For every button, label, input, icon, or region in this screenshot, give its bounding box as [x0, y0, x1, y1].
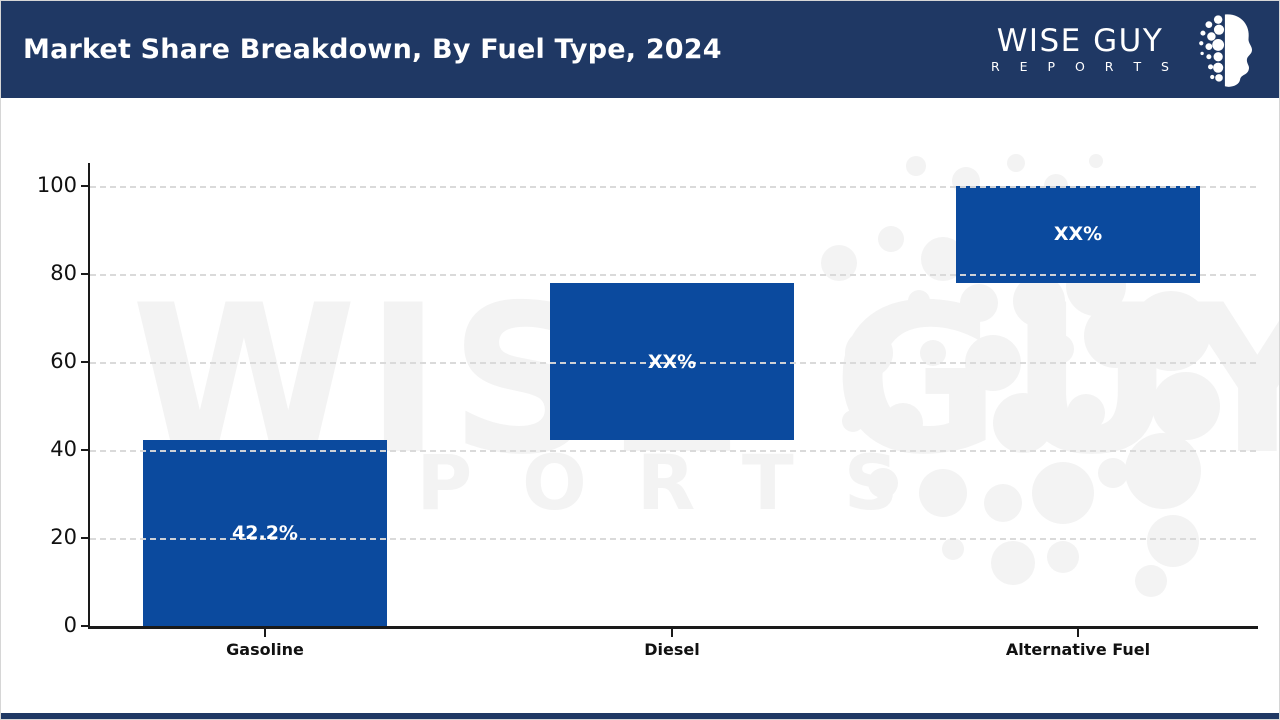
- x-axis-line: [88, 626, 1258, 629]
- y-tick-mark: [81, 185, 89, 187]
- footer-strip: [1, 713, 1279, 719]
- x-tick-label-alternative-fuel: Alternative Fuel: [1005, 640, 1151, 659]
- bar-diesel: [550, 282, 794, 441]
- y-tick-label-40: 40: [50, 437, 77, 461]
- gridline-80: [90, 274, 1256, 276]
- y-tick-mark: [81, 361, 89, 363]
- bar-gasoline: [143, 440, 387, 626]
- x-tick-mark: [264, 629, 266, 637]
- x-tick-label-diesel: Diesel: [644, 640, 700, 659]
- logo-head-icon: [1199, 13, 1253, 87]
- y-tick-label-20: 20: [50, 525, 77, 549]
- y-tick-mark: [81, 537, 89, 539]
- gridline-100: [90, 186, 1256, 188]
- value-label-gasoline: 42.2%: [232, 522, 298, 545]
- gridline-40: [90, 450, 1256, 452]
- y-tick-mark: [81, 449, 89, 451]
- x-tick-label-gasoline: Gasoline: [226, 640, 304, 659]
- wise-guy-logo: WISE GUY R E P O R T S: [983, 8, 1257, 92]
- gridline-60: [90, 362, 1256, 364]
- gridline-20: [90, 538, 1256, 540]
- page-title: Market Share Breakdown, By Fuel Type, 20…: [23, 34, 722, 65]
- y-tick-label-80: 80: [50, 261, 77, 285]
- logo-text: WISE GUY R E P O R T S: [983, 25, 1177, 75]
- y-tick-mark: [81, 273, 89, 275]
- y-axis-line: [88, 163, 90, 629]
- y-tick-label-60: 60: [50, 349, 77, 373]
- y-tick-label-0: 0: [63, 613, 77, 637]
- bar-alternative-fuel: [956, 186, 1200, 283]
- logo-subtitle: R E P O R T S: [990, 59, 1177, 75]
- y-tick-label-100: 100: [36, 173, 77, 197]
- x-tick-mark: [671, 629, 673, 637]
- y-tick-mark: [81, 625, 89, 627]
- header-band: Market Share Breakdown, By Fuel Type, 20…: [1, 1, 1279, 98]
- logo-wordmark: WISE GUY: [996, 22, 1164, 59]
- value-label-alternative-fuel: XX%: [1053, 223, 1103, 246]
- x-tick-mark: [1077, 629, 1079, 637]
- value-label-diesel: XX%: [647, 350, 697, 373]
